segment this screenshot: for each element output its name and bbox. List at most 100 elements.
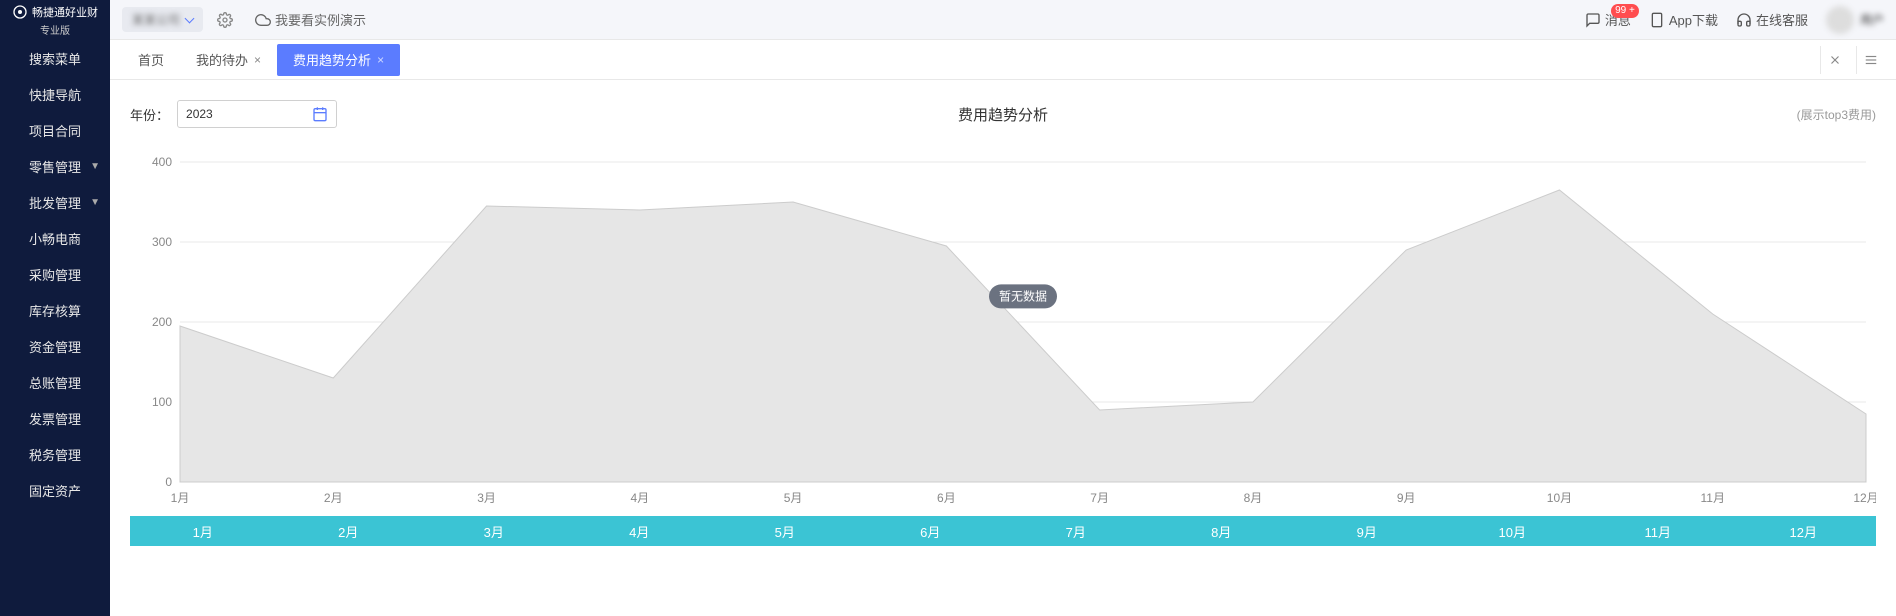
message-badge: 99 + bbox=[1611, 4, 1639, 18]
sidebar-item-11[interactable]: 税务管理 bbox=[0, 436, 110, 472]
message-button[interactable]: 消息 99 + bbox=[1585, 10, 1631, 29]
company-selector[interactable]: 某某公司 bbox=[122, 7, 203, 32]
sidebar-item-4[interactable]: 批发管理 ▼ bbox=[0, 184, 110, 220]
tab-overflow-button[interactable] bbox=[1856, 46, 1884, 74]
chart-canvas: 01002003004001月2月3月4月5月6月7月8月9月10月11月12月… bbox=[130, 152, 1876, 512]
svg-text:100: 100 bbox=[152, 395, 172, 409]
svg-text:暂无数据: 暂无数据 bbox=[999, 288, 1047, 303]
svg-text:5月: 5月 bbox=[784, 491, 803, 505]
svg-text:9月: 9月 bbox=[1397, 491, 1416, 505]
close-all-tabs-button[interactable] bbox=[1820, 46, 1848, 74]
month-cell-9[interactable]: 9月 bbox=[1294, 522, 1440, 541]
app-download-button[interactable]: App下载 bbox=[1649, 10, 1718, 29]
svg-text:4月: 4月 bbox=[630, 491, 649, 505]
sidebar-item-label: 采购管理 bbox=[29, 265, 81, 284]
area-series bbox=[180, 190, 1866, 482]
chevron-down-icon bbox=[186, 13, 193, 27]
svg-text:400: 400 bbox=[152, 155, 172, 169]
message-icon bbox=[1585, 12, 1601, 28]
sidebar-item-10[interactable]: 发票管理 bbox=[0, 400, 110, 436]
sidebar-item-7[interactable]: 库存核算 bbox=[0, 292, 110, 328]
controls-row: 年份： 2023 费用趋势分析 (展示top3费用) bbox=[130, 96, 1876, 132]
sidebar-item-6[interactable]: 采购管理 bbox=[0, 256, 110, 292]
cloud-icon bbox=[255, 12, 271, 28]
tab-close-icon[interactable]: × bbox=[377, 53, 384, 67]
online-service-button[interactable]: 在线客服 bbox=[1736, 10, 1808, 29]
svg-text:200: 200 bbox=[152, 315, 172, 329]
sidebar-item-2[interactable]: 项目合同 bbox=[0, 112, 110, 148]
app-download-label: App下载 bbox=[1669, 10, 1718, 29]
sidebar-item-label: 固定资产 bbox=[29, 481, 81, 500]
calendar-icon bbox=[312, 106, 328, 122]
online-service-label: 在线客服 bbox=[1756, 10, 1808, 29]
tab-1[interactable]: 我的待办× bbox=[180, 44, 277, 76]
sidebar-item-5[interactable]: 小畅电商 bbox=[0, 220, 110, 256]
sidebar-item-0[interactable]: 搜索菜单 bbox=[0, 40, 110, 76]
headset-icon bbox=[1736, 12, 1752, 28]
svg-text:6月: 6月 bbox=[937, 491, 956, 505]
svg-text:8月: 8月 bbox=[1244, 491, 1263, 505]
gear-icon bbox=[217, 12, 233, 28]
month-cell-10[interactable]: 10月 bbox=[1440, 522, 1586, 541]
chart-title: 费用趋势分析 bbox=[958, 104, 1048, 125]
month-cell-6[interactable]: 6月 bbox=[858, 522, 1004, 541]
sidebar-item-label: 项目合同 bbox=[29, 121, 81, 140]
chevron-down-icon: ▼ bbox=[90, 161, 100, 172]
sidebar-item-label: 税务管理 bbox=[29, 445, 81, 464]
sidebar-item-8[interactable]: 资金管理 bbox=[0, 328, 110, 364]
svg-text:2月: 2月 bbox=[324, 491, 343, 505]
svg-text:1月: 1月 bbox=[171, 491, 190, 505]
settings-button[interactable] bbox=[211, 6, 239, 34]
month-cell-12[interactable]: 12月 bbox=[1731, 522, 1877, 541]
month-selector-bar: 1月2月3月4月5月6月7月8月9月10月11月12月 bbox=[130, 516, 1876, 546]
svg-text:12月: 12月 bbox=[1853, 491, 1876, 505]
sidebar-item-1[interactable]: 快捷导航 bbox=[0, 76, 110, 112]
svg-text:11月: 11月 bbox=[1700, 491, 1724, 505]
sidebar-item-label: 库存核算 bbox=[29, 301, 81, 320]
month-cell-2[interactable]: 2月 bbox=[276, 522, 422, 541]
sidebar-item-label: 小畅电商 bbox=[29, 229, 81, 248]
svg-text:7月: 7月 bbox=[1090, 491, 1109, 505]
brand-logo: 畅捷通好业财 专业版 bbox=[0, 0, 110, 40]
year-picker[interactable]: 2023 bbox=[177, 100, 337, 128]
year-label: 年份： bbox=[130, 105, 169, 124]
brand-edition: 专业版 bbox=[40, 22, 70, 37]
month-cell-8[interactable]: 8月 bbox=[1149, 522, 1295, 541]
month-cell-4[interactable]: 4月 bbox=[567, 522, 713, 541]
top3-note: (展示top3费用) bbox=[1797, 106, 1876, 123]
svg-text:0: 0 bbox=[165, 475, 172, 489]
tab-2[interactable]: 费用趋势分析× bbox=[277, 44, 400, 76]
tab-close-icon[interactable]: × bbox=[254, 53, 261, 67]
brand-name: 畅捷通好业财 bbox=[32, 4, 98, 20]
month-cell-7[interactable]: 7月 bbox=[1003, 522, 1149, 541]
sidebar-item-3[interactable]: 零售管理 ▼ bbox=[0, 148, 110, 184]
sidebar-item-label: 搜索菜单 bbox=[29, 49, 81, 68]
sidebar-item-label: 发票管理 bbox=[29, 409, 81, 428]
avatar bbox=[1826, 6, 1854, 34]
tab-label: 首页 bbox=[138, 50, 164, 69]
sidebar-item-label: 资金管理 bbox=[29, 337, 81, 356]
svg-text:10月: 10月 bbox=[1547, 491, 1572, 505]
top-header: 某某公司 我要看实例演示 消息 99 + App下载 在线客服 用户 bbox=[110, 0, 1896, 40]
chevron-down-icon: ▼ bbox=[90, 197, 100, 208]
user-name: 用户 bbox=[1860, 11, 1884, 28]
month-cell-1[interactable]: 1月 bbox=[130, 522, 276, 541]
demo-link[interactable]: 我要看实例演示 bbox=[255, 10, 366, 29]
sidebar-item-12[interactable]: 固定资产 bbox=[0, 472, 110, 508]
sidebar-item-label: 零售管理 bbox=[29, 157, 81, 176]
tab-0[interactable]: 首页 bbox=[122, 44, 180, 76]
sidebar-item-label: 总账管理 bbox=[29, 373, 81, 392]
user-menu[interactable]: 用户 bbox=[1826, 6, 1884, 34]
company-name: 某某公司 bbox=[132, 11, 180, 28]
brand-icon bbox=[12, 4, 28, 20]
month-cell-5[interactable]: 5月 bbox=[712, 522, 858, 541]
month-cell-11[interactable]: 11月 bbox=[1585, 522, 1731, 541]
month-cell-3[interactable]: 3月 bbox=[421, 522, 567, 541]
close-icon bbox=[1828, 53, 1842, 67]
trend-chart: 01002003004001月2月3月4月5月6月7月8月9月10月11月12月… bbox=[130, 152, 1876, 512]
sidebar-item-label: 批发管理 bbox=[29, 193, 81, 212]
svg-text:300: 300 bbox=[152, 235, 172, 249]
tab-bar: 首页我的待办×费用趋势分析× bbox=[110, 40, 1896, 80]
phone-icon bbox=[1649, 12, 1665, 28]
sidebar-item-9[interactable]: 总账管理 bbox=[0, 364, 110, 400]
